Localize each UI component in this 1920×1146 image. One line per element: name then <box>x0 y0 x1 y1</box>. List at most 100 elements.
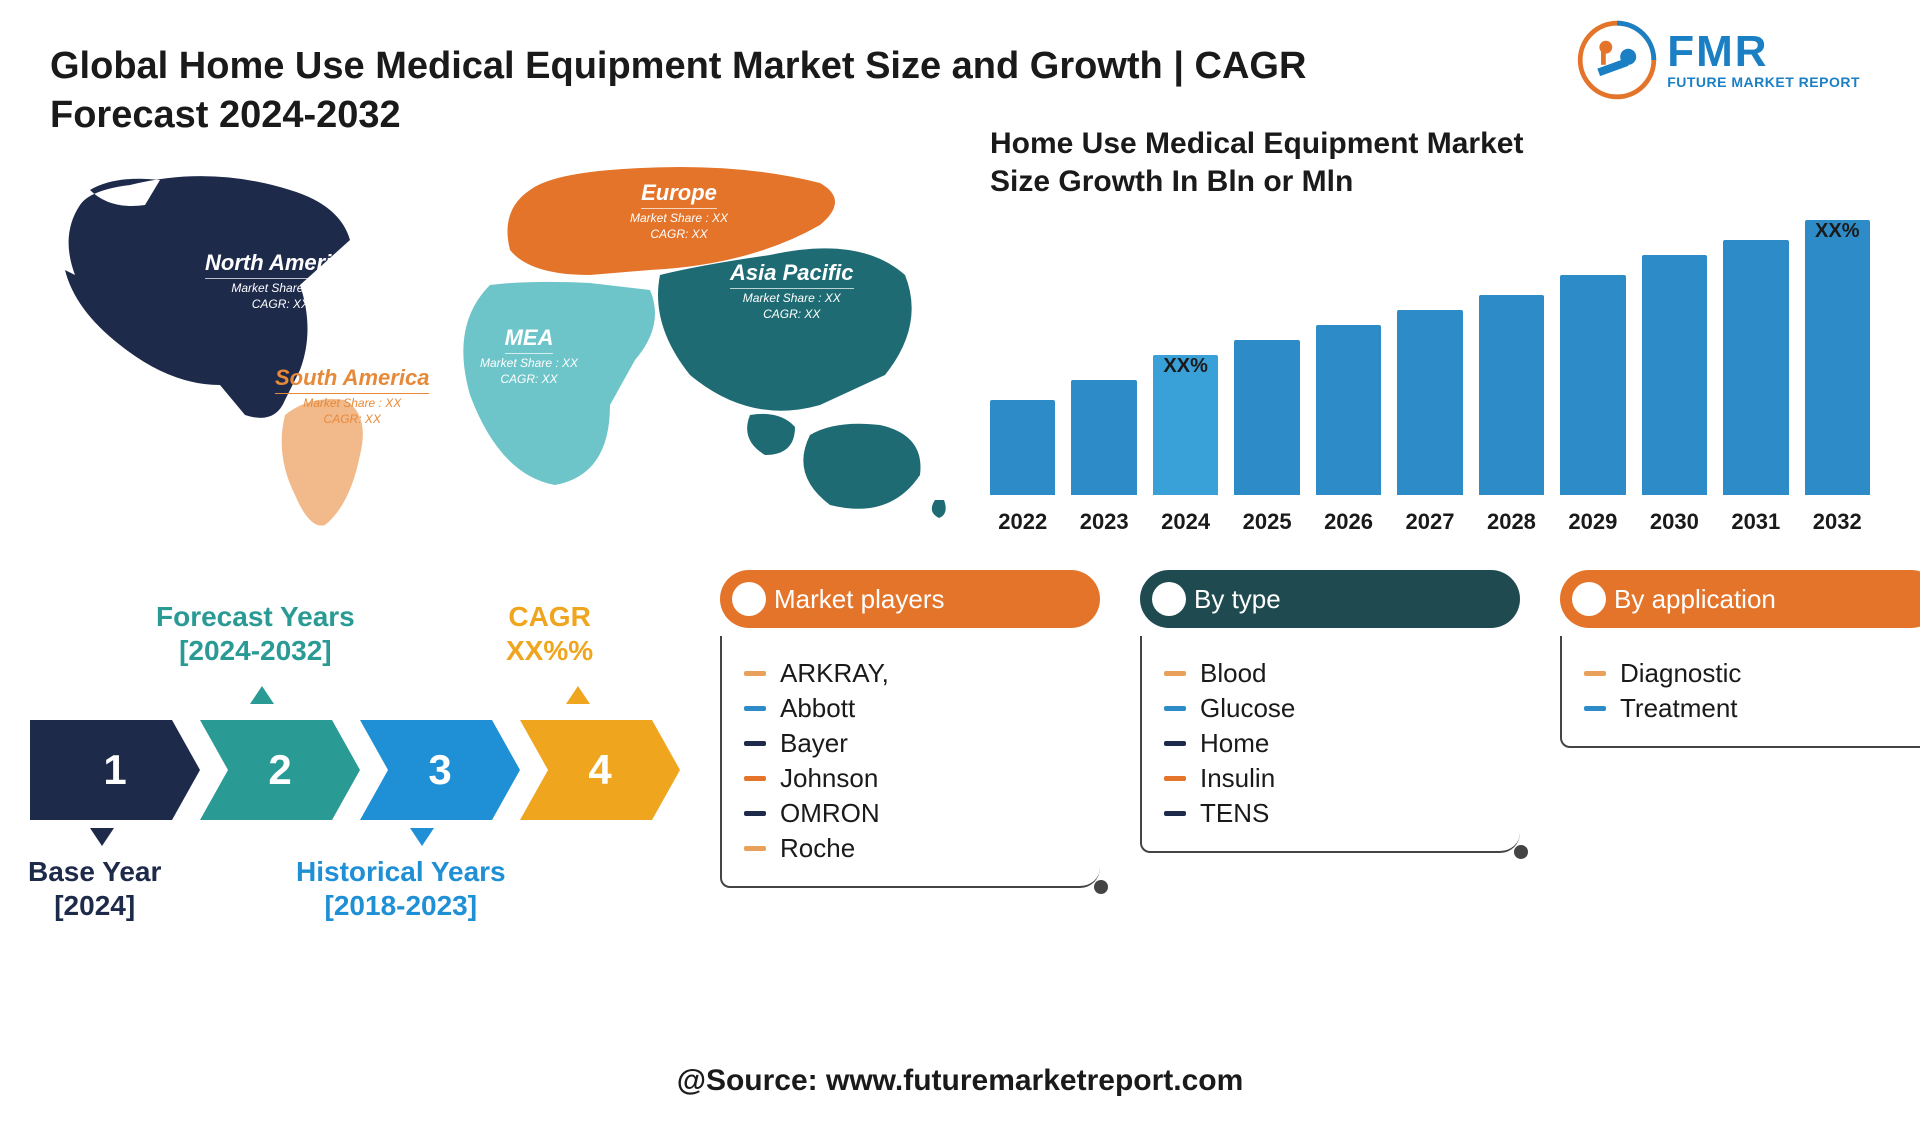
list-item-text: OMRON <box>780 798 880 829</box>
timeline-label-forecast: Forecast Years[2024-2032] <box>156 600 355 667</box>
dash-icon <box>744 811 766 816</box>
category-pill: By application <box>1560 570 1920 628</box>
pill-label: Market players <box>774 584 945 615</box>
list-item-text: Roche <box>780 833 855 864</box>
list-item: Johnson <box>744 763 1088 794</box>
dash-icon <box>1584 706 1606 711</box>
bar-2028 <box>1479 295 1544 495</box>
list-item: Abbott <box>744 693 1088 724</box>
x-label: 2027 <box>1397 509 1462 535</box>
dash-icon <box>744 741 766 746</box>
bar-2022 <box>990 400 1055 495</box>
x-label: 2022 <box>990 509 1055 535</box>
list-item-text: Insulin <box>1200 763 1275 794</box>
x-label: 2032 <box>1805 509 1870 535</box>
x-label: 2031 <box>1723 509 1788 535</box>
x-label: 2028 <box>1479 509 1544 535</box>
timeline-arrow-icon <box>90 828 114 846</box>
logo-text-small: FUTURE MARKET REPORT <box>1667 74 1860 90</box>
list-item: TENS <box>1164 798 1508 829</box>
list-item-text: Johnson <box>780 763 878 794</box>
bar-2023 <box>1071 380 1136 495</box>
dash-icon <box>744 846 766 851</box>
category-by-application: By application Diagnostic Treatment <box>1560 570 1920 748</box>
region-label-na: North AmericaMarket Share : XXCAGR: XX <box>205 250 356 312</box>
bar-2031 <box>1723 240 1788 495</box>
dash-icon <box>1164 706 1186 711</box>
list-item-text: TENS <box>1200 798 1269 829</box>
list-item-text: Abbott <box>780 693 855 724</box>
dash-icon <box>1584 671 1606 676</box>
dash-icon <box>744 706 766 711</box>
timeline-chevrons: 1234 <box>30 720 680 820</box>
bar-2027 <box>1397 310 1462 495</box>
category-market-players: Market players ARKRAY, Abbott Bayer Johnson O… <box>720 570 1100 888</box>
dash-icon <box>1164 671 1186 676</box>
region-label-ap: Asia PacificMarket Share : XXCAGR: XX <box>730 260 854 322</box>
list-item-text: Diagnostic <box>1620 658 1741 689</box>
list-item: Bayer <box>744 728 1088 759</box>
bar-2030 <box>1642 255 1707 495</box>
dash-icon <box>744 671 766 676</box>
timeline-step-4: 4 <box>520 720 680 820</box>
region-label-sa: South AmericaMarket Share : XXCAGR: XX <box>275 365 429 427</box>
category-pill: Market players <box>720 570 1100 628</box>
list-item: Roche <box>744 833 1088 864</box>
list-item: Diagnostic <box>1584 658 1920 689</box>
timeline-label-hist: Historical Years[2018-2023] <box>296 855 506 922</box>
pill-label: By application <box>1614 584 1776 615</box>
category-list: ARKRAY, Abbott Bayer Johnson OMRON Roche <box>720 636 1100 888</box>
list-item-text: ARKRAY, <box>780 658 889 689</box>
timeline-step-3: 3 <box>360 720 520 820</box>
timeline-step-1: 1 <box>30 720 200 820</box>
x-label: 2025 <box>1234 509 1299 535</box>
growth-bar-chart: Home Use Medical Equipment Market Size G… <box>990 125 1870 535</box>
x-label: 2030 <box>1642 509 1707 535</box>
bar-2032: XX% <box>1805 220 1870 495</box>
list-item-text: Blood <box>1200 658 1267 689</box>
timeline-arrow-icon <box>250 686 274 704</box>
world-map: North AmericaMarket Share : XXCAGR: XX So… <box>50 155 950 535</box>
bar-2025 <box>1234 340 1299 495</box>
dash-icon <box>1164 741 1186 746</box>
category-by-type: By type Blood Glucose Home Insulin TENS <box>1140 570 1520 853</box>
category-list: Blood Glucose Home Insulin TENS <box>1140 636 1520 853</box>
logo-text-big: FMR <box>1667 30 1860 74</box>
list-item: Glucose <box>1164 693 1508 724</box>
dot-icon <box>1152 582 1186 616</box>
region-label-mea: MEAMarket Share : XXCAGR: XX <box>480 325 578 387</box>
dash-icon <box>744 776 766 781</box>
list-item: ARKRAY, <box>744 658 1088 689</box>
dot-icon <box>732 582 766 616</box>
spyglass-icon <box>1577 20 1657 100</box>
timeline-label-cagr: CAGRXX%% <box>506 600 593 667</box>
x-label: 2029 <box>1560 509 1625 535</box>
list-item-text: Bayer <box>780 728 848 759</box>
fmr-logo: FMR FUTURE MARKET REPORT <box>1577 20 1860 100</box>
timeline-step-2: 2 <box>200 720 360 820</box>
timeline-arrow-icon <box>566 686 590 704</box>
list-item: Insulin <box>1164 763 1508 794</box>
bar-2029 <box>1560 275 1625 495</box>
list-item-text: Home <box>1200 728 1269 759</box>
list-item: Home <box>1164 728 1508 759</box>
chart-title: Home Use Medical Equipment Market Size G… <box>990 125 1540 200</box>
list-item-text: Treatment <box>1620 693 1738 724</box>
x-label: 2026 <box>1316 509 1381 535</box>
timeline-arrow-icon <box>410 828 434 846</box>
dash-icon <box>1164 811 1186 816</box>
dot-icon <box>1572 582 1606 616</box>
bar-2024: XX% <box>1153 355 1218 495</box>
dash-icon <box>1164 776 1186 781</box>
category-list: Diagnostic Treatment <box>1560 636 1920 748</box>
region-label-eu: EuropeMarket Share : XXCAGR: XX <box>630 180 728 242</box>
x-label: 2024 <box>1153 509 1218 535</box>
list-item-text: Glucose <box>1200 693 1295 724</box>
list-item: Blood <box>1164 658 1508 689</box>
list-item: Treatment <box>1584 693 1920 724</box>
category-pill: By type <box>1140 570 1520 628</box>
source-text: @Source: www.futuremarketreport.com <box>0 1064 1920 1098</box>
timeline-label-base: Base Year[2024] <box>28 855 161 922</box>
list-item: OMRON <box>744 798 1088 829</box>
pill-label: By type <box>1194 584 1281 615</box>
